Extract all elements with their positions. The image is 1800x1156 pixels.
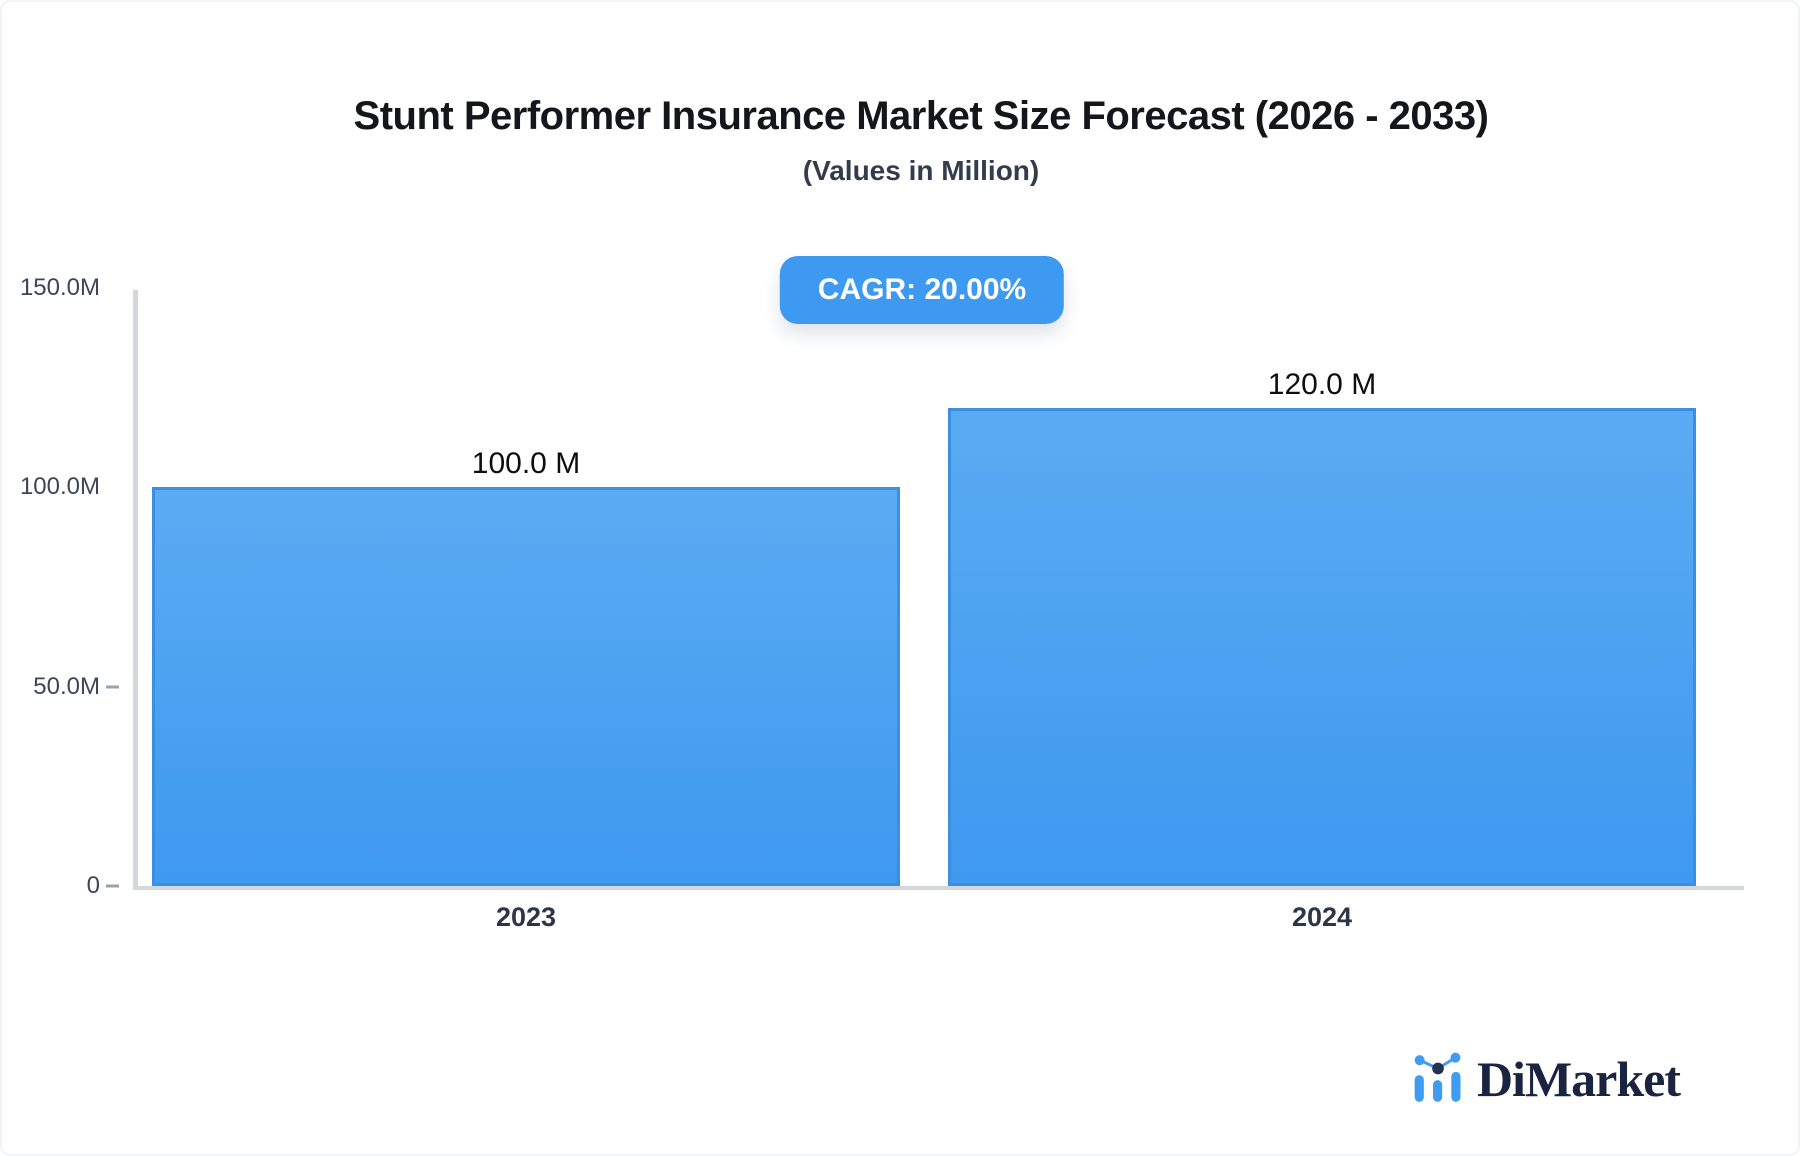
y-axis-line — [133, 290, 138, 890]
bar-2024[interactable] — [948, 408, 1696, 886]
y-tick-label: 0 — [86, 872, 100, 899]
y-tick-label: 150.0M — [19, 274, 100, 301]
bar-2023[interactable] — [152, 487, 900, 886]
x-axis-line — [133, 886, 1744, 890]
bar-chart-logo-icon — [1414, 1052, 1461, 1102]
bar-value-label: 120.0 M — [1267, 368, 1377, 401]
y-tick-label: 100.0M — [19, 473, 100, 500]
chart-title: Stunt Performer Insurance Market Size Fo… — [353, 94, 1489, 138]
x-category-label: 2023 — [495, 902, 557, 932]
brand-logo-text: DiMarket — [1476, 1051, 1681, 1107]
brand-logo: DiMarket — [1413, 1048, 1681, 1107]
y-tick-mark — [106, 685, 119, 689]
chart-subtitle: (Values in Million) — [802, 155, 1040, 186]
chart-header: Stunt Performer Insurance Market Size Fo… — [44, 94, 1798, 187]
y-tick-mark — [106, 884, 119, 888]
y-tick-label: 50.0M — [33, 673, 100, 700]
plot-area: 150.0M 100.0M 50.0M 0 100.0 M 2023 120.0 M 2024 — [20, 274, 1744, 932]
cagr-badge: CAGR: 20.00% — [779, 256, 1065, 324]
x-category-label: 2024 — [1291, 902, 1353, 932]
bar-value-label: 100.0 M — [471, 447, 581, 480]
